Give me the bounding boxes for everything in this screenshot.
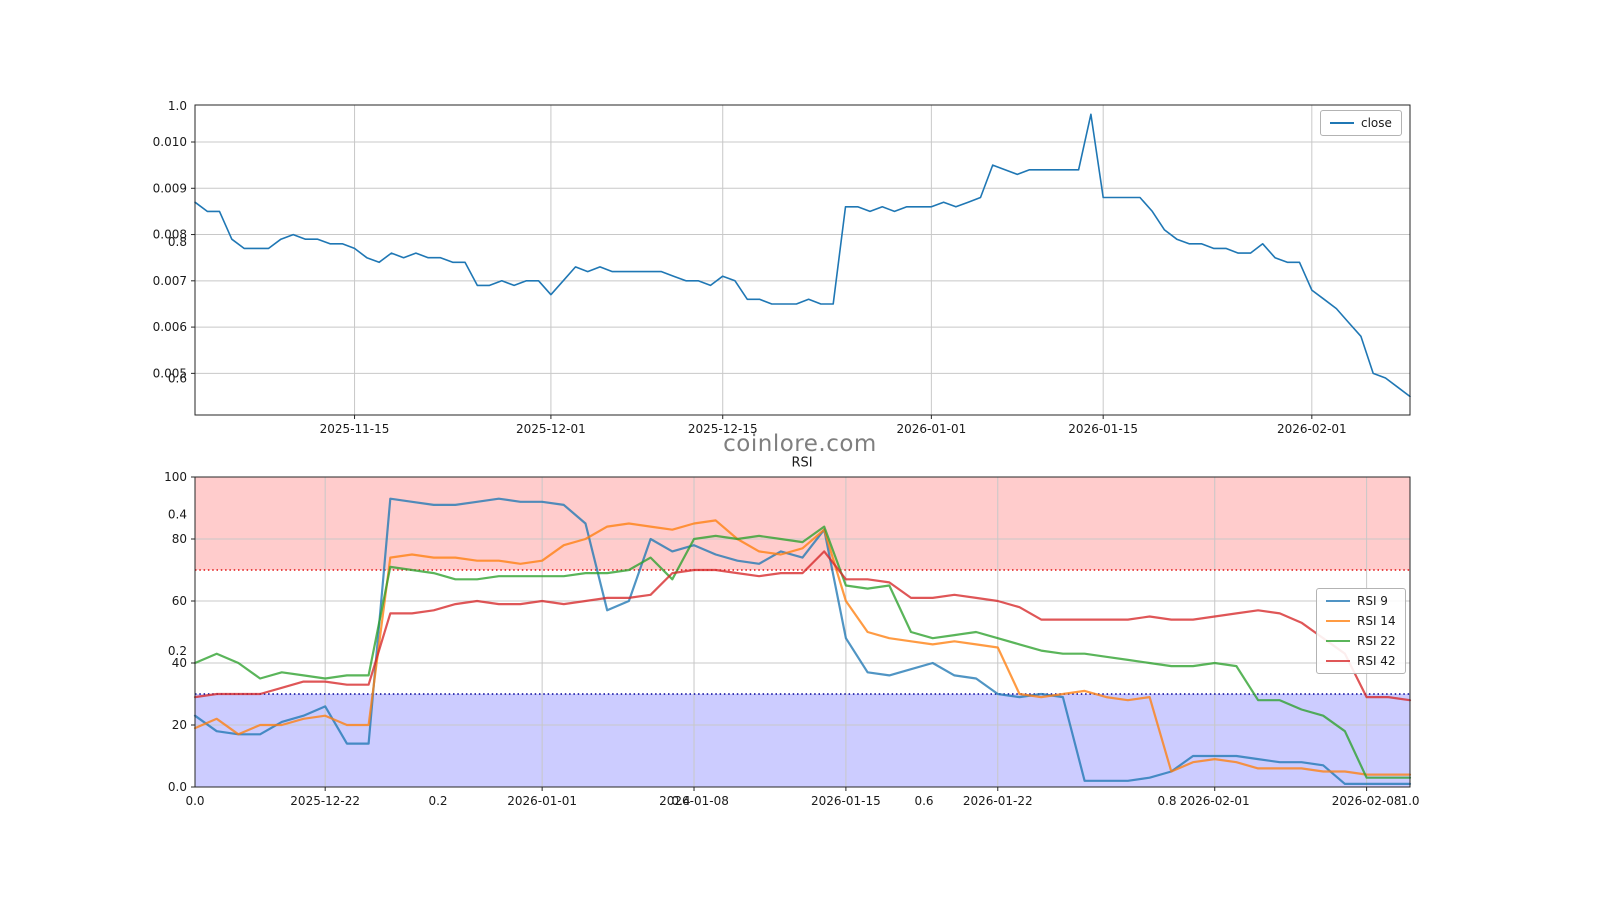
stray-x-tick-label: 0.2 bbox=[428, 794, 447, 808]
legend-line-sample bbox=[1326, 620, 1350, 622]
y-tick-label: 0.009 bbox=[153, 181, 187, 195]
x-tick-label: 2026-02-01 bbox=[1277, 422, 1347, 436]
legend-item: RSI 42 bbox=[1326, 654, 1396, 668]
legend-item: RSI 14 bbox=[1326, 614, 1396, 628]
x-tick-label: 2025-12-15 bbox=[688, 422, 758, 436]
stray-y-tick-label: 0.4 bbox=[168, 508, 187, 522]
legend-item: RSI 9 bbox=[1326, 594, 1396, 608]
axes-border bbox=[194, 104, 1411, 416]
y-tick-label: 0.007 bbox=[153, 274, 187, 288]
x-tick-label: 2026-02-08 bbox=[1332, 794, 1402, 808]
legend-label: RSI 14 bbox=[1357, 614, 1396, 628]
y-tick-label: 20 bbox=[172, 718, 187, 732]
y-tick-label: 0.005 bbox=[153, 366, 187, 380]
y-tick-label: 0.008 bbox=[153, 228, 187, 242]
x-tick-label: 2026-01-01 bbox=[507, 794, 577, 808]
y-tick-label: 100 bbox=[164, 470, 187, 484]
x-tick-label: 2026-01-15 bbox=[1068, 422, 1138, 436]
y-tick-label: 40 bbox=[172, 656, 187, 670]
legend-label: RSI 42 bbox=[1357, 654, 1396, 668]
stray-x-tick-label: 0.0 bbox=[185, 794, 204, 808]
stray-y-tick-label: 0.6 bbox=[168, 371, 187, 385]
series-rsi-22 bbox=[193, 525, 1412, 779]
legend-line-sample bbox=[1326, 600, 1350, 602]
y-tick-label: 0.010 bbox=[153, 135, 187, 149]
x-tick-label: 2026-01-15 bbox=[811, 794, 881, 808]
x-tick-label: 2026-01-22 bbox=[963, 794, 1033, 808]
x-tick-label: 2025-11-15 bbox=[320, 422, 390, 436]
x-tick-label: 2025-12-01 bbox=[516, 422, 586, 436]
stray-x-tick-label: 1.0 bbox=[1400, 794, 1419, 808]
stray-y-tick-label: 0.8 bbox=[168, 235, 187, 249]
legend-label: RSI 9 bbox=[1357, 594, 1388, 608]
axes-border bbox=[194, 476, 1411, 788]
rsi-legend: RSI 9 RSI 14 RSI 22 RSI 42 bbox=[1316, 588, 1406, 674]
stray-x-tick-label: 0.4 bbox=[671, 794, 690, 808]
overbought-band bbox=[195, 477, 1410, 570]
series-rsi-14 bbox=[193, 519, 1412, 776]
series-rsi-42 bbox=[193, 550, 1412, 702]
x-tick-label: 2025-12-22 bbox=[290, 794, 360, 808]
x-tick-label: 2026-01-08 bbox=[659, 794, 729, 808]
y-tick-label: 0.006 bbox=[153, 320, 187, 334]
series-close bbox=[194, 113, 1411, 398]
watermark: coinlore.com bbox=[723, 431, 877, 457]
oversold-band bbox=[195, 694, 1410, 787]
x-tick-label: 2026-02-01 bbox=[1180, 794, 1250, 808]
price-legend: close bbox=[1320, 110, 1402, 136]
y-tick-label: 80 bbox=[172, 532, 187, 546]
legend-label: close bbox=[1361, 116, 1392, 130]
legend-item: RSI 22 bbox=[1326, 634, 1396, 648]
stray-y-tick-label: 0.2 bbox=[168, 644, 187, 658]
legend-line-sample bbox=[1326, 660, 1350, 662]
stray-y-tick-label: 1.0 bbox=[168, 99, 187, 113]
legend-line-sample bbox=[1330, 122, 1354, 124]
stray-x-tick-label: 0.6 bbox=[914, 794, 933, 808]
x-tick-label: 2026-01-01 bbox=[896, 422, 966, 436]
y-tick-label: 60 bbox=[172, 594, 187, 608]
rsi-chart-title: RSI bbox=[791, 455, 813, 471]
stray-x-tick-label: 0.8 bbox=[1157, 794, 1176, 808]
legend-line-sample bbox=[1326, 640, 1350, 642]
legend-label: RSI 22 bbox=[1357, 634, 1396, 648]
y-tick-label: 0.0 bbox=[168, 780, 187, 794]
series-rsi-9 bbox=[193, 497, 1412, 786]
legend-item: close bbox=[1330, 116, 1392, 130]
